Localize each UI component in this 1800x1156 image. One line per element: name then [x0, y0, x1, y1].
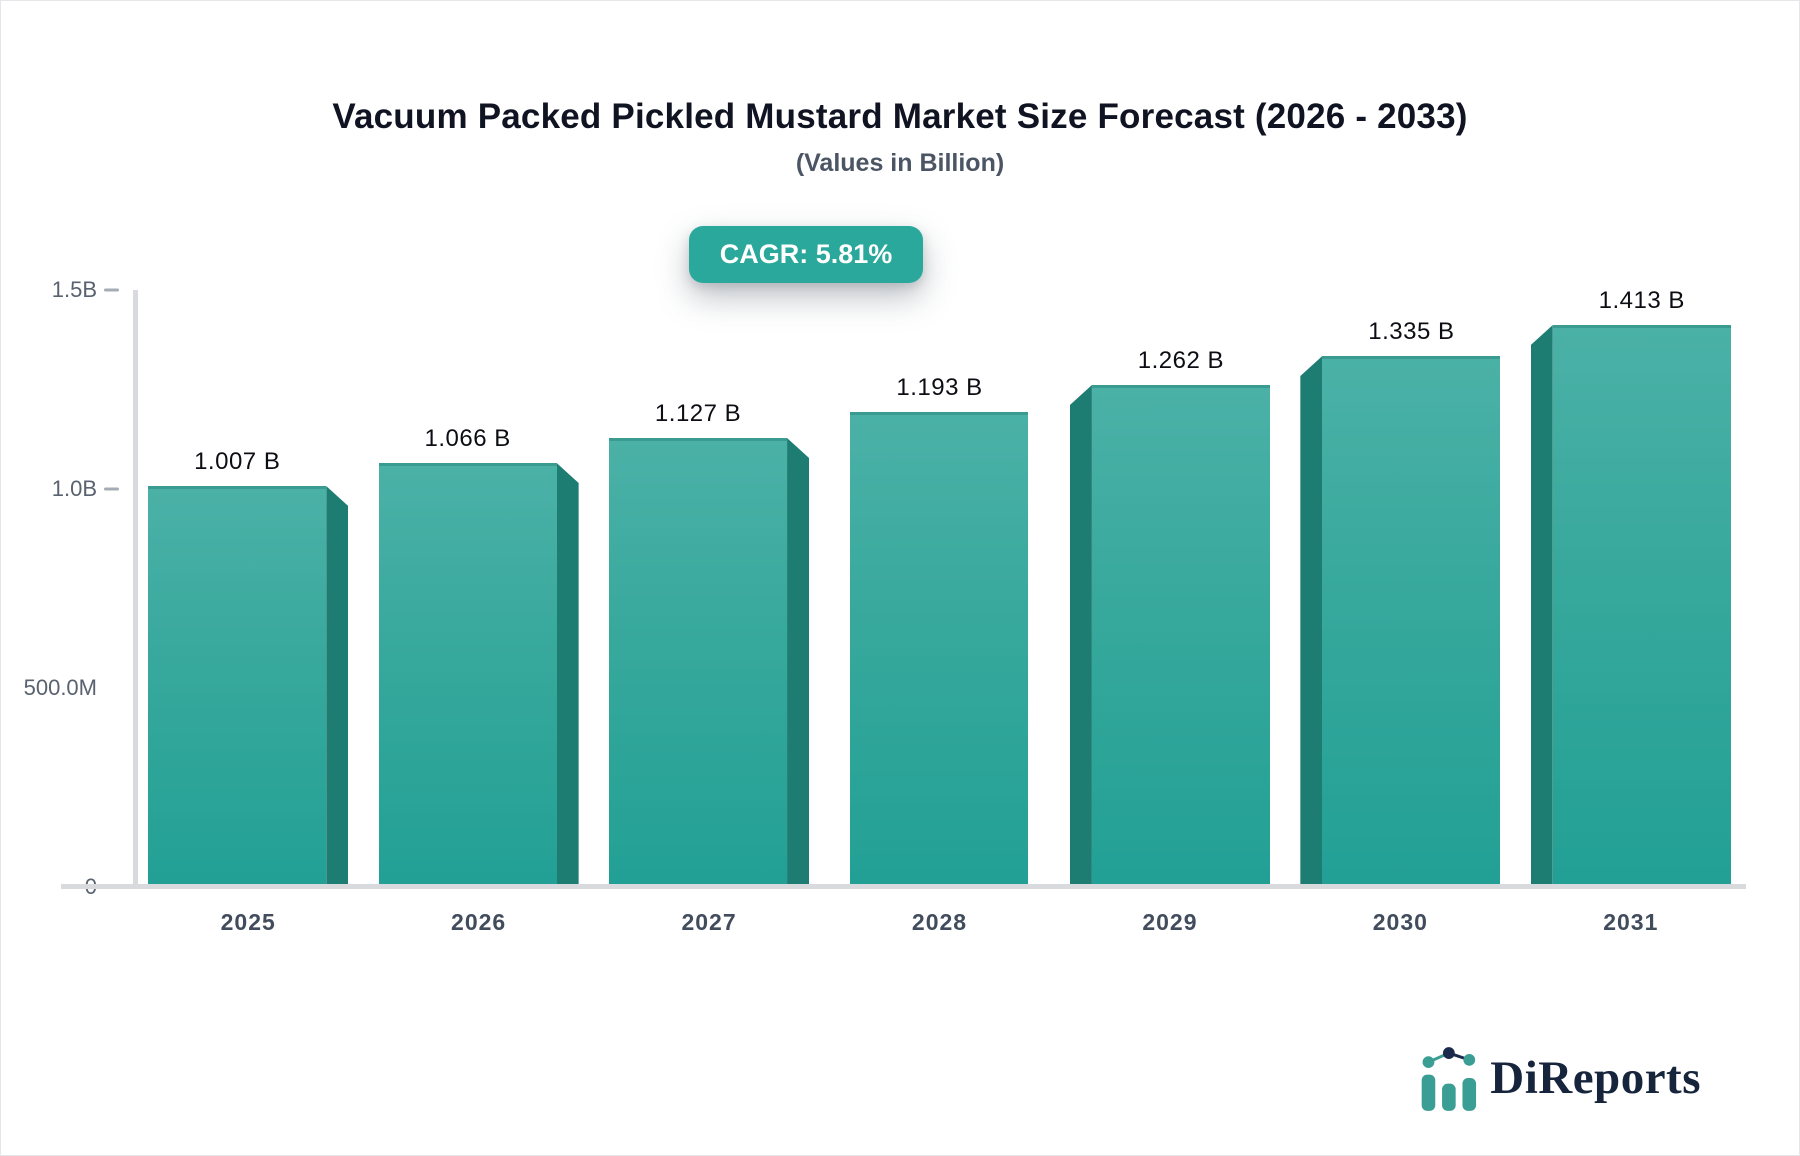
- bar-value-label: 1.007 B: [194, 448, 281, 475]
- bar-value-label: 1.127 B: [654, 400, 742, 427]
- bar-value-label: 1.262 B: [1137, 347, 1225, 374]
- chart-title: Vacuum Packed Pickled Mustard Market Siz…: [332, 97, 1468, 136]
- brand-logo: DiReports: [1416, 1045, 1701, 1111]
- bar: [850, 412, 1029, 887]
- x-axis-line: [61, 884, 1746, 889]
- bar-value-label: 1.413 B: [1598, 287, 1685, 314]
- y-tick-label: 500.0M: [23, 675, 97, 700]
- bar-3d-side: [1069, 385, 1092, 887]
- bar-face: [1322, 356, 1501, 887]
- y-tick-label: 1.0B: [51, 476, 97, 501]
- bar-face: [1091, 385, 1270, 887]
- bar-3d-side: [326, 486, 349, 887]
- bar-3d-side: [1530, 325, 1553, 887]
- y-tick-dash: [104, 487, 119, 491]
- brand-logo-text: DiReports: [1490, 1052, 1701, 1104]
- chart-subtitle: (Values in Billion): [795, 149, 1005, 177]
- y-tick-label: 1.5B: [51, 277, 97, 302]
- y-axis-line: [133, 290, 138, 887]
- bar: [378, 463, 579, 887]
- bar-face: [148, 486, 327, 887]
- bar-face: [378, 463, 557, 887]
- bar-slot: 1.007 B: [133, 290, 363, 887]
- bar-slot: 1.413 B: [1516, 287, 1746, 887]
- bar-3d-side: [556, 463, 579, 887]
- bar-slot: 1.193 B: [824, 290, 1054, 887]
- bar-slot: 1.262 B: [1055, 290, 1285, 887]
- bar-chart-trend-icon: [1421, 1047, 1477, 1111]
- bar-value-label: 1.066 B: [424, 425, 511, 452]
- bar-slot: 1.127 B: [594, 290, 824, 887]
- bar-face: [850, 412, 1029, 887]
- x-axis-label: 2030: [1372, 909, 1428, 935]
- bar-face: [609, 438, 788, 887]
- x-axis-label: 2031: [1603, 909, 1659, 935]
- bar-value-label: 1.193 B: [896, 374, 983, 401]
- bar-face: [1552, 325, 1731, 887]
- bar: [609, 438, 810, 887]
- plot-area: 1.007 B 1.066 B 1.127 B 1.193 B 1.262 B 1.335…: [133, 287, 1746, 887]
- bar: [1300, 356, 1501, 887]
- x-axis-label: 2029: [1142, 909, 1198, 935]
- bar-value-label: 1.335 B: [1368, 318, 1455, 345]
- bar-slot: 1.335 B: [1285, 290, 1515, 887]
- bar-3d-side: [787, 438, 810, 887]
- bar: [1069, 385, 1270, 887]
- bar: [1530, 325, 1731, 887]
- bar-slot: 1.066 B: [363, 290, 593, 887]
- y-tick-dash: [104, 288, 119, 292]
- cagr-badge: CAGR: 5.81%: [689, 226, 923, 283]
- bar-3d-side: [1300, 356, 1323, 887]
- x-axis-label: 2028: [911, 909, 968, 935]
- x-axis-label: 2026: [451, 909, 507, 935]
- x-axis-label: 2027: [681, 909, 737, 935]
- x-axis-label: 2025: [220, 909, 276, 935]
- bar: [148, 486, 349, 887]
